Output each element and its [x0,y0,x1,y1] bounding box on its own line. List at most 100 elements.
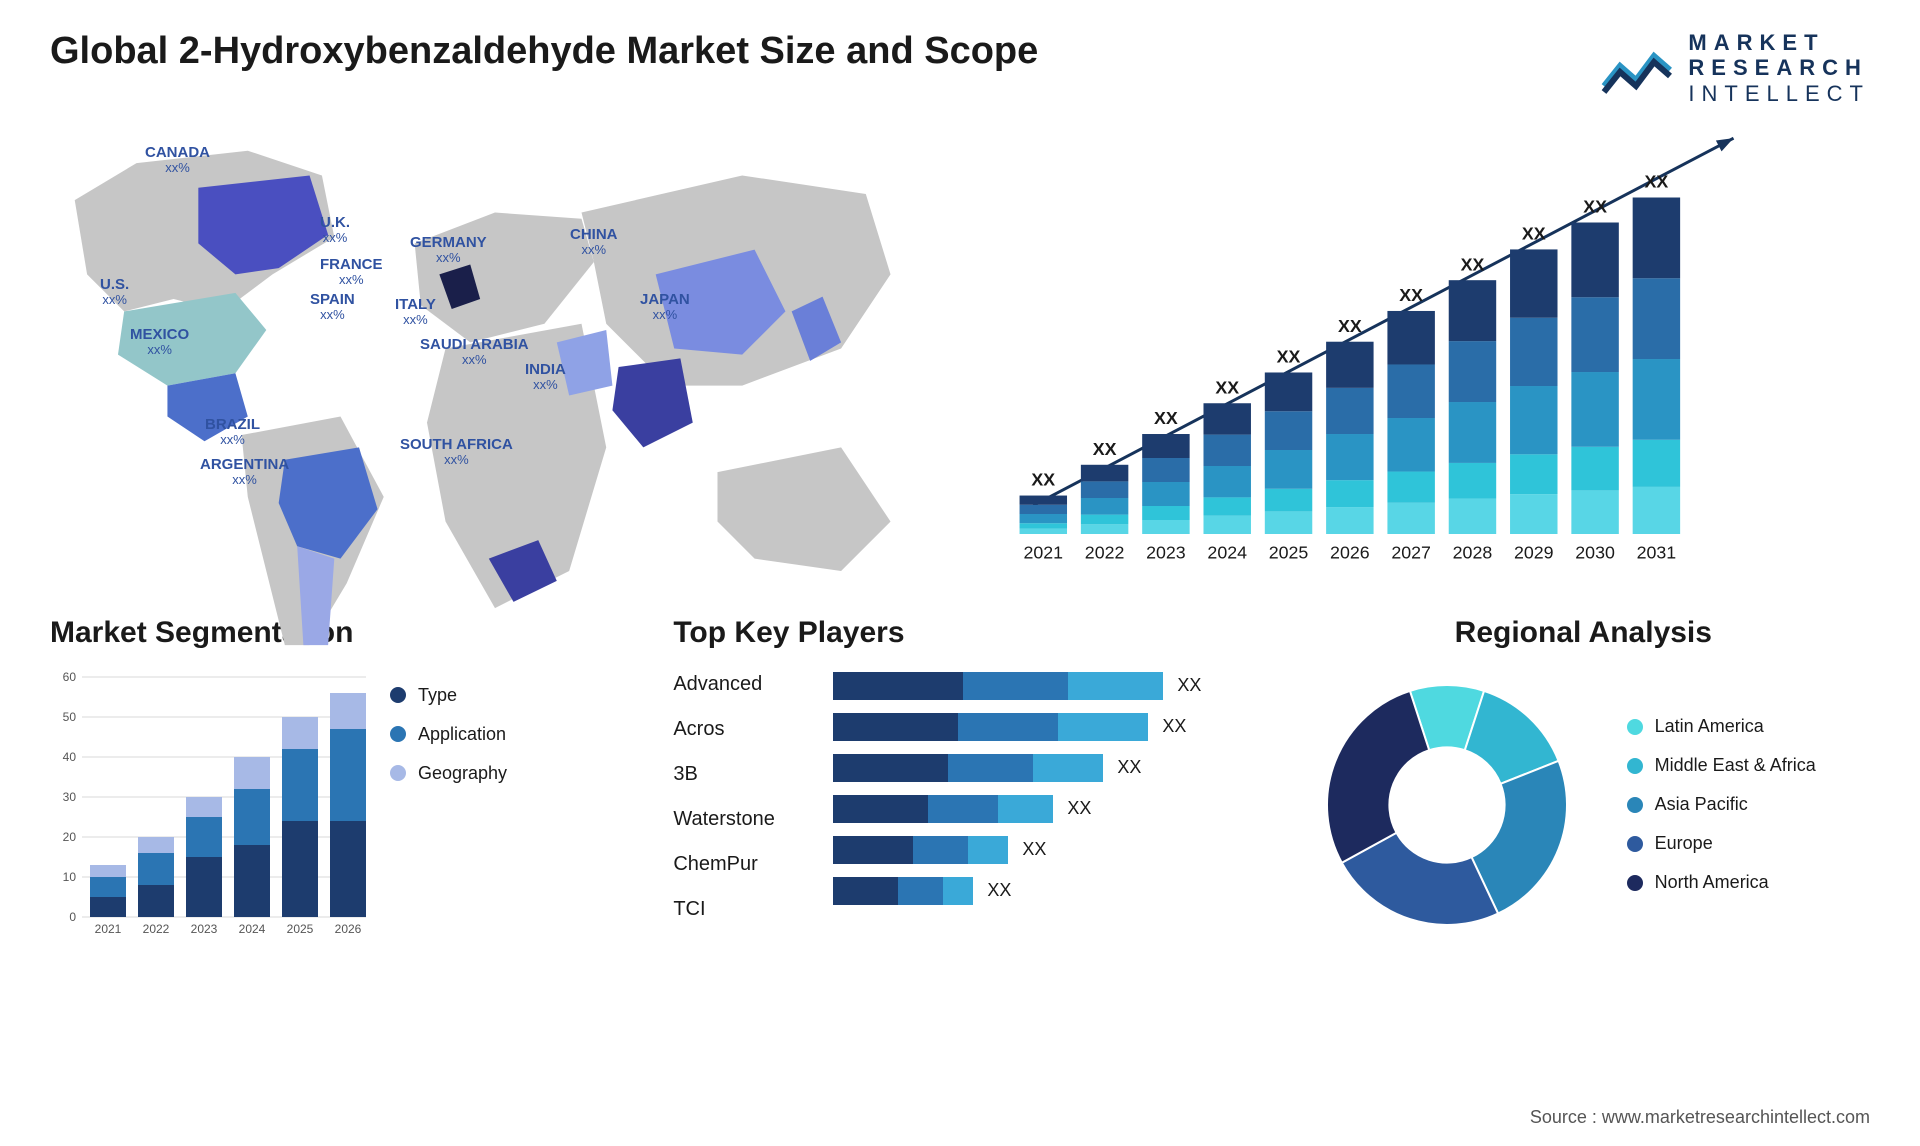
regional-legend-europe: Europe [1627,833,1816,854]
legend-label: North America [1655,872,1769,893]
player-name-waterstone: Waterstone [673,808,813,838]
legend-dot-icon [390,726,406,742]
svg-text:2028: 2028 [1453,543,1493,563]
player-bar-seg [1033,754,1103,782]
top-row: CANADAxx% U.S.xx%MEXICOxx% BRAZILxx% ARGENT… [50,126,1870,586]
map-label-mexico: MEXICOxx% [130,326,189,358]
svg-text:XX: XX [1277,346,1301,366]
map-label-italy: ITALYxx% [395,296,436,328]
player-bar-seg [998,795,1053,823]
legend-dot-icon [390,765,406,781]
player-bar-seg [833,836,913,864]
svg-text:2025: 2025 [1269,543,1309,563]
legend-label: Middle East & Africa [1655,755,1816,776]
player-value: XX [1067,798,1091,819]
svg-text:XX: XX [1461,254,1485,274]
svg-text:20: 20 [63,830,77,844]
segmentation-legend-application: Application [390,724,507,745]
map-label-brazil: BRAZILxx% [205,416,260,448]
player-name-3b: 3B [673,763,813,793]
map-label-china: CHINAxx% [570,226,618,258]
player-value: XX [987,880,1011,901]
logo-line3: INTELLECT [1688,81,1870,106]
svg-text:XX: XX [1093,439,1117,459]
legend-dot-icon [1627,797,1643,813]
svg-text:XX: XX [1154,408,1178,428]
regional-legend-latin-america: Latin America [1627,716,1816,737]
player-value: XX [1117,757,1141,778]
legend-dot-icon [390,687,406,703]
segmentation-legend: Type Application Geography [390,665,507,945]
player-name-tci: TCI [673,898,813,928]
segmentation-legend-geography: Geography [390,763,507,784]
svg-text:XX: XX [1215,377,1239,397]
legend-label: Latin America [1655,716,1764,737]
legend-dot-icon [1627,836,1643,852]
player-bar-seg [898,877,943,905]
legend-dot-icon [1627,875,1643,891]
svg-text:2023: 2023 [191,922,218,936]
legend-label: Geography [418,763,507,784]
player-bar-seg [833,672,963,700]
player-value: XX [1177,675,1201,696]
legend-label: Type [418,685,457,706]
source-footer: Source : www.marketresearchintellect.com [1530,1107,1870,1128]
legend-dot-icon [1627,758,1643,774]
player-bar-seg [1068,672,1163,700]
player-bar-seg [928,795,998,823]
player-bar-seg [948,754,1033,782]
player-bar-seg [1058,713,1148,741]
regional-legend-middle-east-africa: Middle East & Africa [1627,755,1816,776]
player-bar-seg [963,672,1068,700]
svg-text:2021: 2021 [95,922,122,936]
map-label-saudi-arabia: SAUDI ARABIAxx% [420,336,529,368]
svg-text:60: 60 [63,670,77,684]
players-bars: XX XX XX XX XX XX [833,665,1246,928]
svg-text:50: 50 [63,710,77,724]
svg-text:2026: 2026 [335,922,362,936]
logo-line2: RESEARCH [1688,55,1870,80]
logo-text: MARKET RESEARCH INTELLECT [1688,30,1870,106]
player-bar-seg [943,877,973,905]
player-bar-3b: XX [833,753,1246,783]
player-bar-acros: XX [833,712,1246,742]
player-bar-advanced: XX [833,671,1246,701]
map-svg [50,126,940,670]
svg-text:10: 10 [63,870,77,884]
world-map: CANADAxx% U.S.xx%MEXICOxx% BRAZILxx% ARGENT… [50,126,940,586]
map-label-canada: CANADAxx% [145,144,210,176]
player-bar-chempur: XX [833,835,1246,865]
map-label-u-s-: U.S.xx% [100,276,129,308]
svg-text:2024: 2024 [1207,543,1247,563]
svg-text:XX: XX [1399,285,1423,305]
player-bar-seg [913,836,968,864]
svg-text:2025: 2025 [287,922,314,936]
map-label-argentina: ARGENTINAxx% [200,456,289,488]
player-bar-seg [968,836,1008,864]
segmentation-chart: 0102030405060202120222023202420252026 [50,665,370,945]
player-bar-seg [958,713,1058,741]
map-label-japan: JAPANxx% [640,291,690,323]
svg-text:2024: 2024 [239,922,266,936]
svg-text:2022: 2022 [143,922,170,936]
svg-text:2027: 2027 [1391,543,1431,563]
logo-line1: MARKET [1688,30,1870,55]
player-bar-seg [833,795,928,823]
player-name-chempur: ChemPur [673,853,813,883]
svg-text:30: 30 [63,790,77,804]
svg-text:XX: XX [1031,470,1055,490]
map-label-u-k-: U.K.xx% [320,214,350,246]
player-bar-tci: XX [833,876,1246,906]
svg-text:2031: 2031 [1637,543,1677,563]
regional-title: Regional Analysis [1297,616,1870,650]
svg-text:XX: XX [1583,197,1607,217]
regional-panel: Regional Analysis Latin America Middle Ea… [1297,616,1870,945]
svg-text:2021: 2021 [1024,543,1064,563]
page-title: Global 2-Hydroxybenzaldehyde Market Size… [50,30,1038,73]
player-bar-seg [833,713,958,741]
regional-donut [1297,665,1597,945]
svg-text:2030: 2030 [1575,543,1615,563]
player-name-acros: Acros [673,718,813,748]
svg-text:0: 0 [69,910,76,924]
map-label-south-africa: SOUTH AFRICAxx% [400,436,513,468]
